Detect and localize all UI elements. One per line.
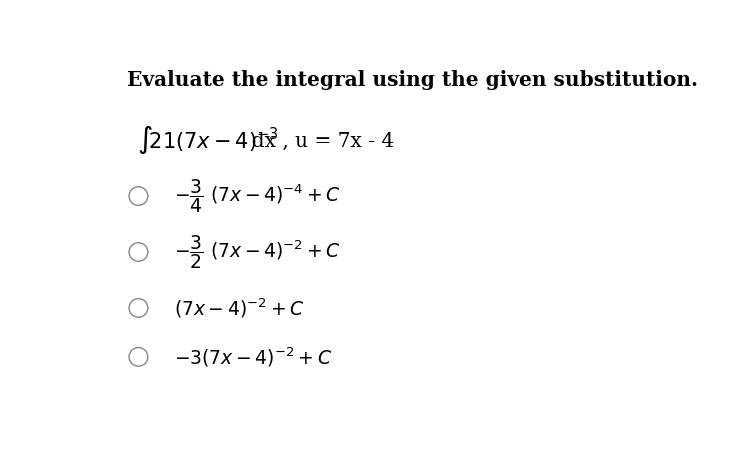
Text: $\int\!21(7x - 4)^{-3}$: $\int\!21(7x - 4)^{-3}$ — [137, 124, 278, 156]
Text: $- 3(7x - 4)^{-2} + C$: $- 3(7x - 4)^{-2} + C$ — [174, 345, 332, 369]
Text: $(7x - 4)^{-2} + C$: $(7x - 4)^{-2} + C$ — [174, 296, 305, 320]
Text: Evaluate the integral using the given substitution.: Evaluate the integral using the given su… — [127, 70, 698, 90]
Text: $-\dfrac{3}{2}\ (7x - 4)^{-2} + C$: $-\dfrac{3}{2}\ (7x - 4)^{-2} + C$ — [174, 233, 340, 271]
Text: dx , u = 7x - 4: dx , u = 7x - 4 — [239, 133, 395, 151]
Text: $-\dfrac{3}{4}\ (7x - 4)^{-4} + C$: $-\dfrac{3}{4}\ (7x - 4)^{-4} + C$ — [174, 177, 340, 215]
